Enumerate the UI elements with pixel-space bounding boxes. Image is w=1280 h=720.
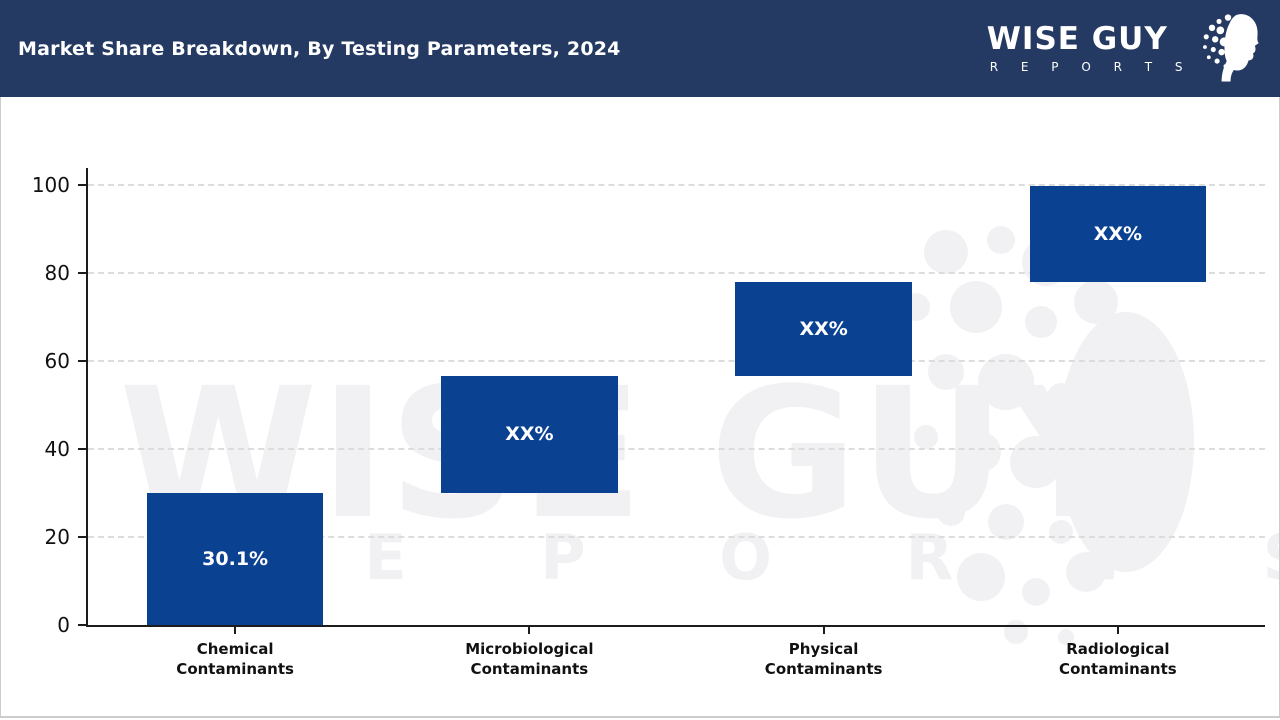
- bar-value-label: XX%: [1093, 222, 1143, 245]
- header: Market Share Breakdown, By Testing Param…: [0, 0, 1280, 97]
- x-axis-category-label-line: Microbiological: [465, 640, 594, 658]
- y-axis-tick-label: 60: [44, 349, 70, 373]
- y-axis-tick: [78, 272, 86, 274]
- x-axis-category-label-line: Contaminants: [1059, 660, 1177, 679]
- y-axis-tick: [78, 360, 86, 362]
- y-axis-tick-label: 20: [44, 525, 70, 549]
- x-axis-category-label-line: Physical: [788, 640, 859, 658]
- x-axis-tick: [1116, 627, 1119, 634]
- bar-value-label: XX%: [505, 423, 554, 446]
- y-axis-tick: [78, 184, 86, 186]
- y-axis-tick: [78, 536, 86, 538]
- y-axis-tick: [78, 624, 86, 626]
- gridline: [88, 536, 1265, 538]
- y-axis-tick-label: 0: [57, 613, 70, 637]
- bar-segment: 30.1%: [146, 492, 324, 625]
- brand-name: WISE GUY: [986, 20, 1168, 57]
- plot-area: 0 20 40 60 80 100 30.1% Chemical Contaminants XX%…: [32, 168, 1265, 678]
- x-axis-category-label-line: Contaminants: [176, 660, 294, 679]
- head-profile-icon: [1196, 11, 1260, 87]
- gridline: [88, 360, 1265, 362]
- y-axis-tick-label: 40: [44, 437, 70, 461]
- x-axis-category-label: Radiological Contaminants: [1059, 639, 1177, 680]
- x-axis-tick: [822, 627, 825, 634]
- gridline: [88, 448, 1265, 450]
- bar-segment: XX%: [1029, 185, 1207, 282]
- x-axis-tick: [234, 627, 237, 634]
- x-axis-category-label-line: Chemical: [196, 640, 274, 658]
- y-axis-tick-label: 100: [31, 173, 70, 197]
- x-axis-category-label: Microbiological Contaminants: [465, 639, 593, 680]
- bar-value-label: 30.1%: [202, 547, 269, 570]
- gridline: [88, 184, 1265, 186]
- y-axis-tick-label: 80: [44, 261, 70, 285]
- chart-region: WISE GUY R E P O R T S 0 20 40 60 80 100 30.: [0, 97, 1280, 718]
- x-axis-category-label: Chemical Contaminants: [176, 639, 294, 680]
- bar-segment: XX%: [441, 375, 618, 493]
- bar-value-label: XX%: [799, 317, 848, 340]
- bar-segment: XX%: [735, 281, 912, 376]
- gridline: [88, 272, 1265, 274]
- x-axis-category-label-line: Contaminants: [764, 660, 883, 679]
- x-axis-category-label: Physical Contaminants: [765, 639, 883, 680]
- chart-title: Market Share Breakdown, By Testing Param…: [18, 37, 621, 60]
- brand-logo-text: WISE GUY R E P O R T S: [986, 20, 1192, 74]
- x-axis-tick: [528, 627, 531, 634]
- x-axis-category-label-line: Radiological: [1066, 640, 1170, 658]
- x-axis-category-label-line: Contaminants: [470, 660, 589, 679]
- brand-subname: R E P O R T S: [989, 59, 1192, 74]
- brand-logo: WISE GUY R E P O R T S: [987, 11, 1260, 87]
- y-axis-tick: [78, 448, 86, 450]
